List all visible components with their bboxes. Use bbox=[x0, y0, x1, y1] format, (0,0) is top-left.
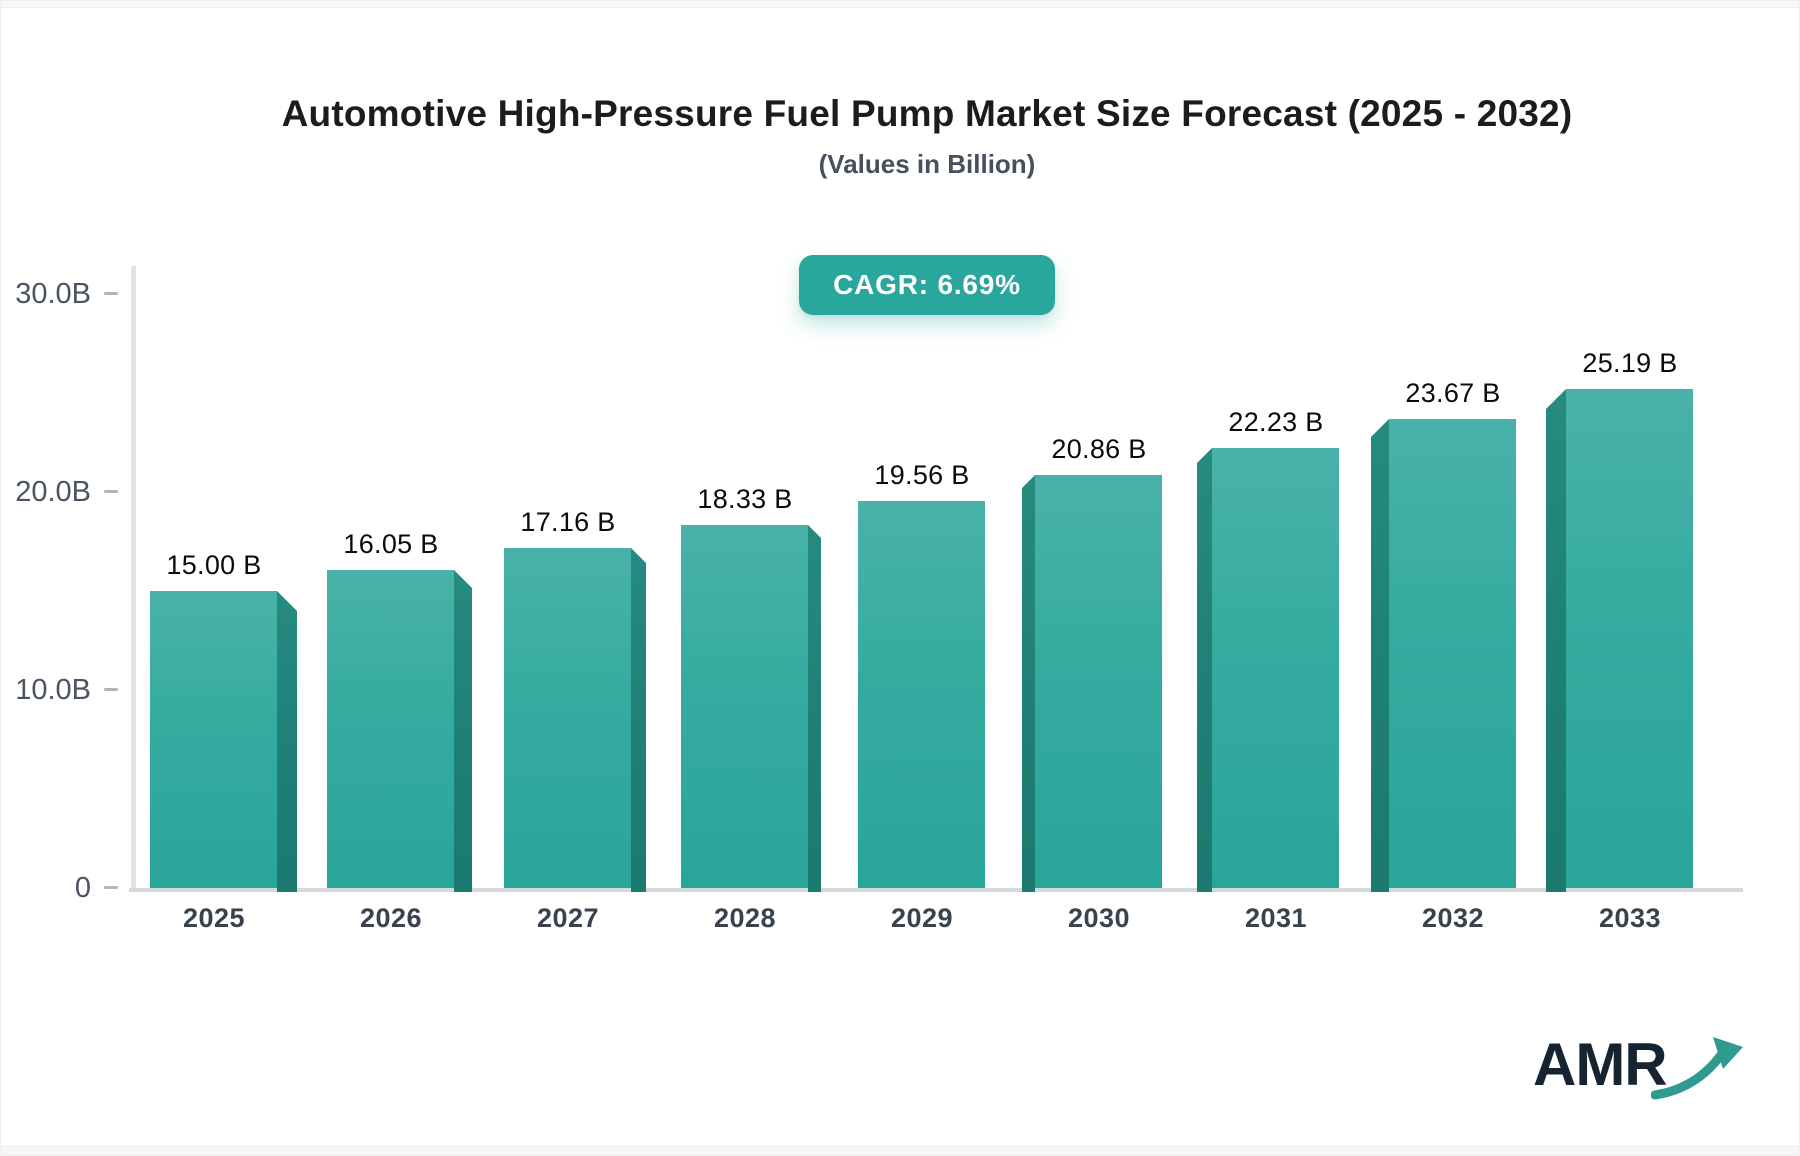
bar[interactable] bbox=[681, 525, 808, 888]
bar-side-face bbox=[454, 570, 472, 892]
chart-title: Automotive High-Pressure Fuel Pump Marke… bbox=[281, 93, 1573, 134]
x-axis-label: 2028 bbox=[713, 903, 777, 933]
top-edge-band bbox=[1, 1, 1799, 8]
bar[interactable] bbox=[327, 570, 454, 888]
bar-value-label: 25.19 B bbox=[1582, 348, 1678, 378]
bar-side-face bbox=[277, 591, 297, 892]
amr-logo: AMR bbox=[1533, 1033, 1773, 1123]
y-axis-tick bbox=[104, 688, 118, 691]
bar-side-face bbox=[1022, 475, 1035, 892]
chart-subtitle: (Values in Billion) bbox=[818, 149, 1036, 179]
bar-side-face bbox=[1197, 448, 1212, 892]
amr-logo-arrow-icon bbox=[1651, 1037, 1743, 1100]
bar[interactable] bbox=[150, 591, 277, 888]
y-axis-tick bbox=[104, 490, 118, 493]
bar-value-label: 17.16 B bbox=[520, 507, 616, 537]
x-axis-label: 2025 bbox=[182, 903, 246, 933]
x-axis-label: 2031 bbox=[1244, 903, 1308, 933]
cagr-badge-row: CAGR: 6.69% bbox=[53, 255, 1799, 315]
y-axis-tick-label: 20.0B bbox=[15, 476, 91, 508]
bar-value-label: 23.67 B bbox=[1405, 378, 1501, 408]
bar-side-face bbox=[1546, 389, 1566, 892]
y-axis-tick bbox=[104, 886, 118, 889]
bar-side-face bbox=[808, 525, 821, 892]
bottom-edge-band bbox=[1, 1146, 1799, 1155]
x-axis-label: 2026 bbox=[359, 903, 423, 933]
y-axis-tick bbox=[104, 292, 118, 295]
bar[interactable] bbox=[504, 548, 631, 888]
bar-value-label: 19.56 B bbox=[874, 460, 970, 490]
cagr-badge: CAGR: 6.69% bbox=[799, 255, 1055, 315]
bar[interactable] bbox=[1389, 419, 1516, 888]
bar-side-face bbox=[1371, 419, 1389, 892]
bar[interactable] bbox=[1035, 475, 1162, 888]
bar-value-label: 18.33 B bbox=[697, 484, 793, 514]
x-axis-label: 2032 bbox=[1421, 903, 1485, 933]
bar[interactable] bbox=[858, 501, 985, 888]
y-axis-tick-label: 30.0B bbox=[15, 278, 91, 310]
y-axis-tick-label: 10.0B bbox=[15, 674, 91, 706]
amr-logo-text: AMR bbox=[1533, 1031, 1668, 1098]
x-axis-label: 2033 bbox=[1598, 903, 1662, 933]
y-axis-line bbox=[131, 266, 136, 890]
x-axis-label: 2027 bbox=[536, 903, 600, 933]
x-axis-label: 2030 bbox=[1067, 903, 1131, 933]
bar-value-label: 15.00 B bbox=[166, 550, 262, 580]
bar[interactable] bbox=[1566, 389, 1693, 888]
y-axis-tick-label: 0 bbox=[74, 872, 91, 904]
bar-value-label: 16.05 B bbox=[343, 529, 439, 559]
x-axis-line bbox=[129, 888, 1743, 892]
bar[interactable] bbox=[1212, 448, 1339, 888]
bar-value-label: 20.86 B bbox=[1051, 434, 1147, 464]
bar-side-face bbox=[631, 548, 646, 892]
bar-value-label: 22.23 B bbox=[1228, 407, 1324, 437]
x-axis-label: 2029 bbox=[890, 903, 954, 933]
